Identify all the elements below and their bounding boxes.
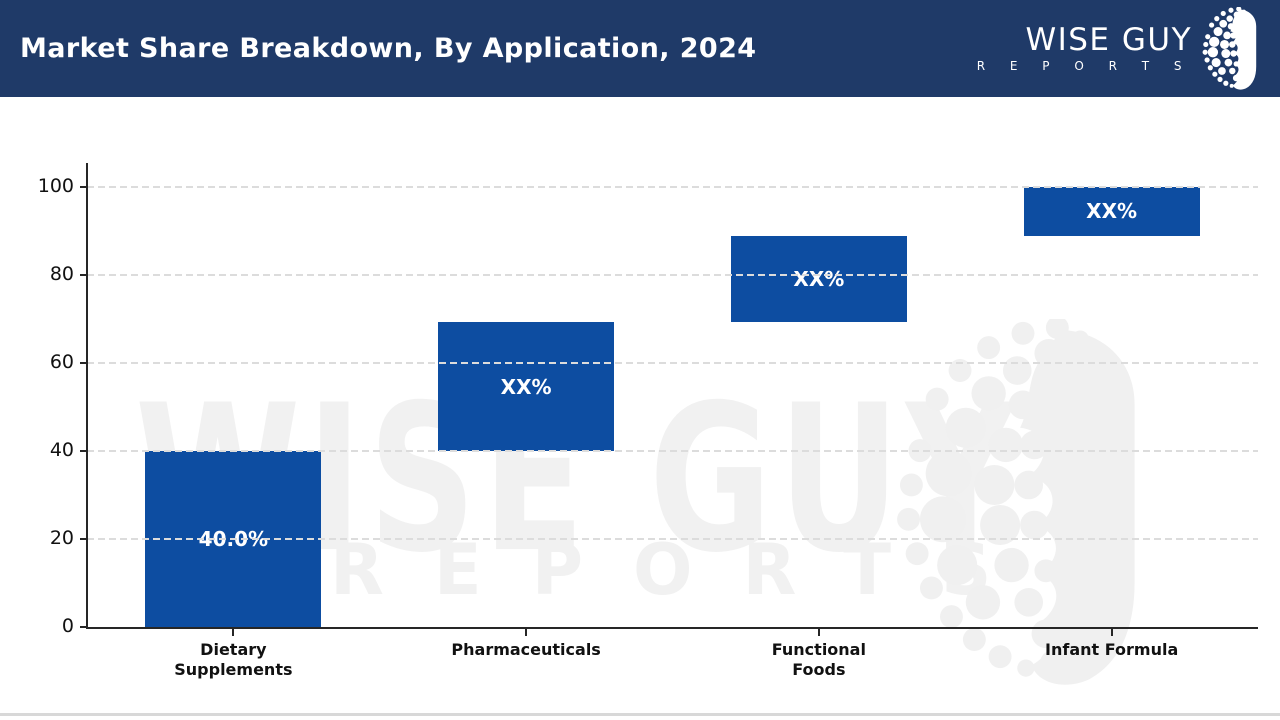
brand-logo: WISE GUY R E P O R T S — [977, 7, 1266, 91]
page-title: Market Share Breakdown, By Application, … — [20, 33, 757, 64]
bottom-border — [0, 713, 1280, 716]
chart-area: WISE GUY REPORTS 40.0% XX% XX% XX% 0 20 40 60 80… — [0, 97, 1280, 715]
y-gridline — [87, 186, 1258, 188]
y-tick-label: 40 — [49, 439, 74, 461]
x-tick-mark — [817, 629, 820, 636]
y-gridline — [87, 538, 1258, 540]
bar-segment: XX% — [730, 235, 907, 323]
y-tick-mark — [80, 274, 87, 276]
brand-name: WISE GUY — [1025, 22, 1192, 58]
y-tick-mark — [80, 186, 87, 188]
y-tick-label: 80 — [49, 263, 74, 285]
bar-segment: XX% — [438, 322, 615, 451]
y-tick-label: 60 — [49, 351, 74, 373]
y-tick-mark — [80, 538, 87, 540]
x-category-label: Pharmaceuticals — [451, 640, 601, 659]
bar-segment: XX% — [1023, 187, 1200, 236]
bar-value-label: XX% — [500, 374, 552, 399]
x-tick-mark — [525, 629, 528, 636]
x-category-label: Dietary Supplements — [174, 640, 293, 679]
y-gridline — [87, 450, 1258, 452]
y-gridline — [87, 362, 1258, 364]
bar-value-label: XX% — [1086, 199, 1138, 224]
x-category-label: Infant Formula — [1045, 640, 1179, 659]
y-tick-label: 20 — [49, 527, 74, 549]
y-tick-mark — [80, 362, 87, 364]
brand-logo-text: WISE GUY R E P O R T S — [976, 22, 1192, 73]
y-axis-line — [86, 162, 88, 629]
brand-subname: R E P O R T S — [976, 59, 1192, 73]
y-tick-label: 0 — [61, 615, 74, 637]
bar-value-label: XX% — [793, 266, 845, 291]
x-tick-mark — [1110, 629, 1113, 636]
x-category-label: Functional Foods — [771, 640, 866, 679]
header-bar: Market Share Breakdown, By Application, … — [0, 0, 1280, 97]
y-tick-label: 100 — [37, 175, 74, 197]
y-gridline — [87, 274, 1258, 276]
watermark-dotted-head-icon — [878, 319, 1168, 691]
x-axis-line — [86, 627, 1258, 629]
watermark-text-line2: REPORTS — [330, 529, 1042, 611]
y-tick-mark — [80, 626, 87, 628]
dotted-head-logo-icon — [1196, 7, 1266, 91]
y-tick-mark — [80, 450, 87, 452]
x-tick-mark — [232, 629, 235, 636]
